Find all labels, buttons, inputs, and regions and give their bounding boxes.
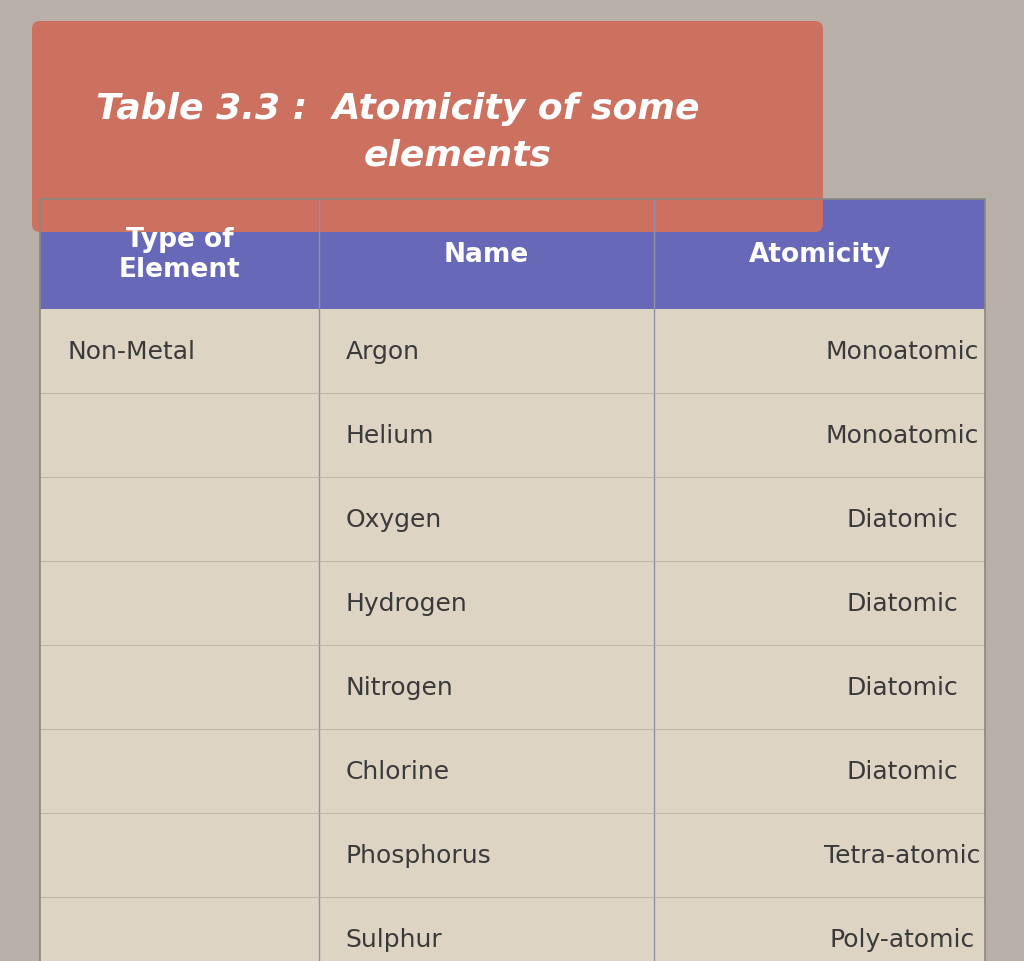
Text: Monoatomic: Monoatomic — [825, 339, 979, 363]
Text: Oxygen: Oxygen — [346, 507, 442, 531]
FancyBboxPatch shape — [32, 22, 823, 233]
Text: Diatomic: Diatomic — [847, 591, 958, 615]
Text: Diatomic: Diatomic — [847, 507, 958, 531]
Bar — [318, 200, 654, 309]
Text: Nitrogen: Nitrogen — [346, 676, 454, 700]
Text: Chlorine: Chlorine — [346, 759, 450, 783]
Text: Phosphorus: Phosphorus — [346, 843, 492, 867]
Text: Table 3.3 :  Atomicity of some: Table 3.3 : Atomicity of some — [95, 92, 699, 126]
Bar — [40, 200, 985, 961]
Text: Atomicity: Atomicity — [749, 242, 891, 268]
Text: Name: Name — [443, 242, 529, 268]
Text: Poly-atomic: Poly-atomic — [829, 927, 975, 951]
Text: Sulphur: Sulphur — [346, 927, 442, 951]
Text: Type of
Element: Type of Element — [119, 227, 241, 283]
Text: Argon: Argon — [346, 339, 420, 363]
Text: Hydrogen: Hydrogen — [346, 591, 467, 615]
Text: Helium: Helium — [346, 424, 434, 448]
Text: Monoatomic: Monoatomic — [825, 424, 979, 448]
Bar — [654, 200, 985, 309]
Bar — [40, 200, 318, 309]
Text: Non-Metal: Non-Metal — [68, 339, 196, 363]
Bar — [40, 309, 985, 961]
Text: elements: elements — [364, 138, 552, 172]
Text: Diatomic: Diatomic — [847, 676, 958, 700]
Text: Diatomic: Diatomic — [847, 759, 958, 783]
Text: Tetra-atomic: Tetra-atomic — [824, 843, 981, 867]
